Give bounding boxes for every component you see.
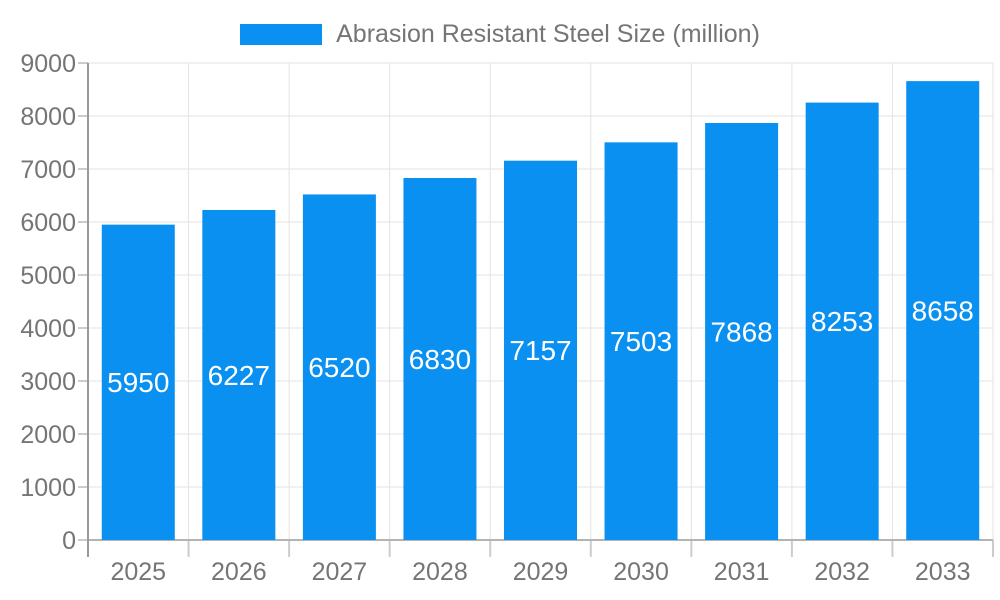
x-axis-tick-label: 2026 xyxy=(211,558,267,586)
y-axis-tick-label: 0 xyxy=(62,527,76,555)
legend-label: Abrasion Resistant Steel Size (million) xyxy=(336,20,760,48)
bar-value-label: 5950 xyxy=(107,367,169,398)
x-axis-tick-label: 2028 xyxy=(412,558,468,586)
bar-2029[interactable] xyxy=(504,160,577,540)
bar-2028[interactable] xyxy=(403,178,477,540)
y-axis-tick-label: 1000 xyxy=(20,474,76,502)
x-axis-tick-label: 2033 xyxy=(915,558,971,586)
y-axis-tick-label: 2000 xyxy=(20,421,76,449)
bar-value-label: 7157 xyxy=(509,335,571,366)
bar-value-label: 8253 xyxy=(811,306,873,337)
bar-2032[interactable] xyxy=(805,102,879,540)
y-axis-tick-label: 4000 xyxy=(20,315,76,343)
bar-2027[interactable] xyxy=(302,194,376,540)
x-axis-tick-label: 2027 xyxy=(312,558,368,586)
bar-2025[interactable] xyxy=(101,224,175,540)
y-axis-tick-label: 8000 xyxy=(20,103,76,131)
x-axis-tick-label: 2029 xyxy=(513,558,569,586)
x-axis-tick-label: 2030 xyxy=(613,558,669,586)
bar-2033[interactable] xyxy=(906,81,980,540)
bar-value-label: 7868 xyxy=(710,316,772,347)
bar-value-label: 8658 xyxy=(912,295,974,326)
legend: Abrasion Resistant Steel Size (million) xyxy=(0,20,1000,49)
y-axis-tick-label: 9000 xyxy=(20,50,76,78)
bar-2026[interactable] xyxy=(202,209,276,540)
bar-2031[interactable] xyxy=(705,122,779,540)
bar-value-label: 6830 xyxy=(409,344,471,375)
bar-value-label: 7503 xyxy=(610,326,672,357)
bar-2030[interactable] xyxy=(604,142,678,540)
x-axis-tick-label: 2031 xyxy=(714,558,770,586)
y-axis-tick-label: 3000 xyxy=(20,368,76,396)
y-axis-tick-label: 7000 xyxy=(20,156,76,184)
x-axis-tick-label: 2025 xyxy=(110,558,166,586)
y-axis-tick-label: 5000 xyxy=(20,262,76,290)
legend-swatch xyxy=(240,24,323,45)
legend-item[interactable]: Abrasion Resistant Steel Size (million) xyxy=(240,20,760,49)
bar-value-label: 6227 xyxy=(208,360,270,391)
bar-value-label: 6520 xyxy=(308,352,370,383)
y-axis-tick-label: 6000 xyxy=(20,209,76,237)
x-axis-tick-label: 2032 xyxy=(814,558,870,586)
